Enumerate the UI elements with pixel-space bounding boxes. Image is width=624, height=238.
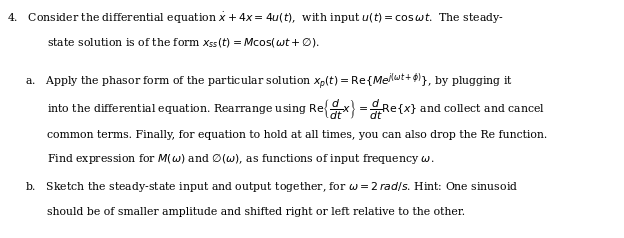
Text: b.   Sketch the steady-state input and output together, for $\omega = 2\,rad/s$.: b. Sketch the steady-state input and out… [25, 180, 518, 194]
Text: c.   Also for $\omega = 2\,rad/s$, plot the phasors as vectors in the complex pl: c. Also for $\omega = 2\,rad/s$, plot th… [25, 236, 532, 238]
Text: state solution is of the form $x_{ss}(t) = M\cos(\omega t + \emptyset)$.: state solution is of the form $x_{ss}(t)… [47, 37, 320, 50]
Text: common terms. Finally, for equation to hold at all times, you can also drop the : common terms. Finally, for equation to h… [47, 130, 547, 140]
Text: 4.   Consider the differential equation $\dot{x} + 4x = 4u(t)$,  with input $u(t: 4. Consider the differential equation $\… [7, 11, 504, 26]
Text: into the differential equation. Rearrange using $\mathrm{Re}\left\{\dfrac{d}{dt}: into the differential equation. Rearrang… [47, 98, 545, 122]
Text: should be of smaller amplitude and shifted right or left relative to the other.: should be of smaller amplitude and shift… [47, 207, 465, 217]
Text: Find expression for $M(\omega)$ and $\emptyset(\omega)$, as functions of input f: Find expression for $M(\omega)$ and $\em… [47, 152, 434, 166]
Text: a.   Apply the phasor form of the particular solution $x_p(t) = \mathrm{Re}\{Me^: a. Apply the phasor form of the particul… [25, 71, 513, 92]
